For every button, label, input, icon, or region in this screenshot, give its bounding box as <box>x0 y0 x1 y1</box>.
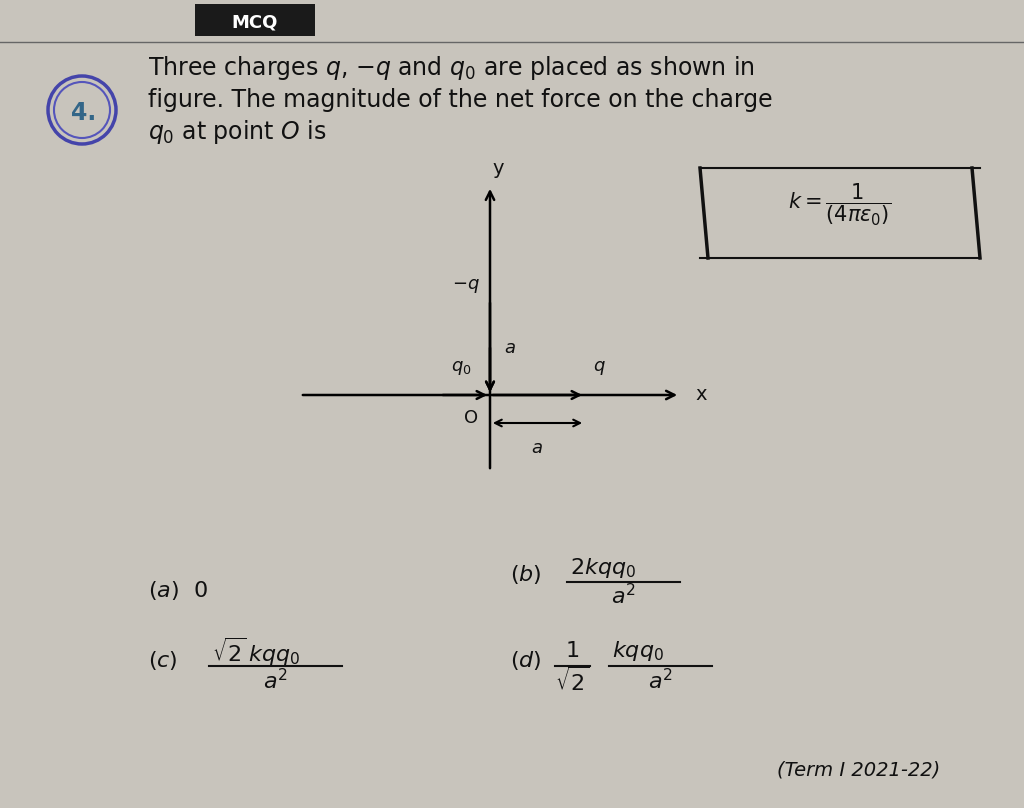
Text: $1$: $1$ <box>565 641 579 661</box>
Text: 4.: 4. <box>72 101 96 125</box>
Text: $a^2$: $a^2$ <box>647 668 673 693</box>
Text: $kqq_0$: $kqq_0$ <box>612 639 664 663</box>
Text: $a^2$: $a^2$ <box>262 668 288 693</box>
Text: $q$: $q$ <box>593 359 606 377</box>
Text: $-q$: $-q$ <box>453 277 480 295</box>
Text: $q_0$: $q_0$ <box>452 359 472 377</box>
Text: $q_0$ at point $O$ is: $q_0$ at point $O$ is <box>148 118 327 146</box>
Text: x: x <box>695 385 707 405</box>
Text: $2kqq_0$: $2kqq_0$ <box>570 556 636 580</box>
Text: $a^2$: $a^2$ <box>610 583 636 608</box>
Text: $(a)$  $0$: $(a)$ $0$ <box>148 579 208 601</box>
Text: Three charges $q$, $-q$ and $q_0$ are placed as shown in: Three charges $q$, $-q$ and $q_0$ are pl… <box>148 54 755 82</box>
Text: $(b)$: $(b)$ <box>510 563 542 587</box>
Text: $(d)$: $(d)$ <box>510 649 542 671</box>
Text: $(c)$: $(c)$ <box>148 649 177 671</box>
Text: y: y <box>493 159 504 178</box>
Text: $a$: $a$ <box>504 339 516 357</box>
FancyBboxPatch shape <box>195 4 315 36</box>
Text: O: O <box>464 409 478 427</box>
Text: $k = \dfrac{1}{(4\pi\varepsilon_0)}$: $k = \dfrac{1}{(4\pi\varepsilon_0)}$ <box>788 182 892 228</box>
Text: $\sqrt{2}$: $\sqrt{2}$ <box>555 667 589 695</box>
Text: $a$: $a$ <box>531 439 543 457</box>
Text: figure. The magnitude of the net force on the charge: figure. The magnitude of the net force o… <box>148 88 773 112</box>
Text: MCQ: MCQ <box>231 13 279 31</box>
Text: (Term I 2021-22): (Term I 2021-22) <box>777 760 940 780</box>
Text: $\sqrt{2}\,kqq_0$: $\sqrt{2}\,kqq_0$ <box>212 636 300 668</box>
